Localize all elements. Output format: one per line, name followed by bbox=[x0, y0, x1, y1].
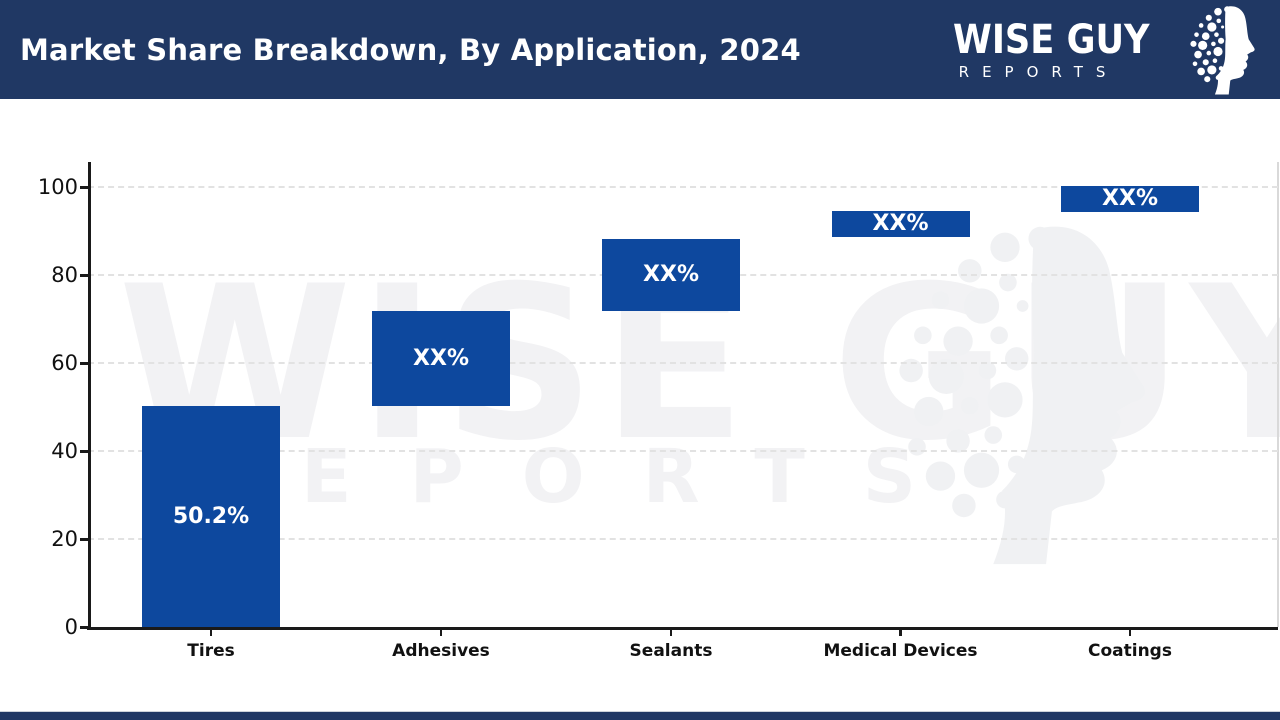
bar-tires: 50.2% bbox=[142, 406, 280, 627]
gridline bbox=[88, 450, 1278, 452]
watermark-subtitle: REPORTS bbox=[186, 434, 975, 520]
watermark-head-icon bbox=[830, 218, 1180, 570]
y-tick bbox=[80, 274, 88, 277]
wiseguy-logo: WISE GUY REPORTS bbox=[953, 4, 1280, 96]
wiseguy-logo-text: WISE GUY REPORTS bbox=[953, 20, 1176, 80]
category-label: Tires bbox=[187, 641, 235, 661]
y-axis-spine bbox=[88, 162, 91, 629]
dotted-head-icon bbox=[1170, 4, 1266, 96]
bar-sealants: XX% bbox=[602, 238, 740, 311]
logo-subtitle: REPORTS bbox=[958, 62, 1119, 81]
y-tick bbox=[80, 186, 88, 189]
bar-medical-devices: XX% bbox=[831, 211, 970, 238]
x-tick bbox=[439, 629, 443, 636]
bar-value-label: XX% bbox=[413, 345, 469, 371]
x-tick bbox=[669, 629, 673, 636]
bar-adhesives: XX% bbox=[372, 311, 510, 407]
category-label: Adhesives bbox=[392, 641, 490, 661]
header-bar: Market Share Breakdown, By Application, … bbox=[0, 0, 1280, 99]
bar-value-label: XX% bbox=[1102, 185, 1158, 211]
y-tick-label: 0 bbox=[64, 615, 78, 639]
category-label: Medical Devices bbox=[823, 641, 978, 661]
y-tick bbox=[80, 538, 88, 541]
bar-value-label: 50.2% bbox=[172, 503, 250, 529]
category-label: Coatings bbox=[1088, 641, 1172, 661]
y-tick bbox=[80, 450, 88, 453]
gridline bbox=[88, 538, 1278, 540]
y-tick bbox=[80, 362, 88, 365]
y-tick-label: 60 bbox=[51, 351, 78, 375]
gridline bbox=[88, 186, 1278, 188]
bar-value-label: XX% bbox=[643, 261, 699, 287]
y-tick-label: 40 bbox=[51, 439, 78, 463]
footer-bar bbox=[0, 711, 1280, 720]
y-tick-label: 20 bbox=[51, 527, 78, 551]
x-tick bbox=[899, 629, 902, 636]
x-axis-spine bbox=[87, 627, 1278, 630]
x-tick bbox=[1128, 629, 1132, 636]
logo-wordmark: WISE GUY bbox=[952, 16, 1150, 63]
right-spine bbox=[1277, 162, 1279, 627]
page-title: Market Share Breakdown, By Application, … bbox=[20, 32, 801, 67]
category-label: Sealants bbox=[629, 641, 713, 661]
bar-value-label: XX% bbox=[872, 211, 929, 237]
x-tick bbox=[209, 629, 213, 636]
y-tick bbox=[80, 626, 88, 629]
gridline bbox=[88, 362, 1278, 364]
y-tick-label: 80 bbox=[51, 263, 78, 287]
bar-coatings: XX% bbox=[1061, 185, 1199, 213]
y-tick-label: 100 bbox=[37, 175, 78, 199]
